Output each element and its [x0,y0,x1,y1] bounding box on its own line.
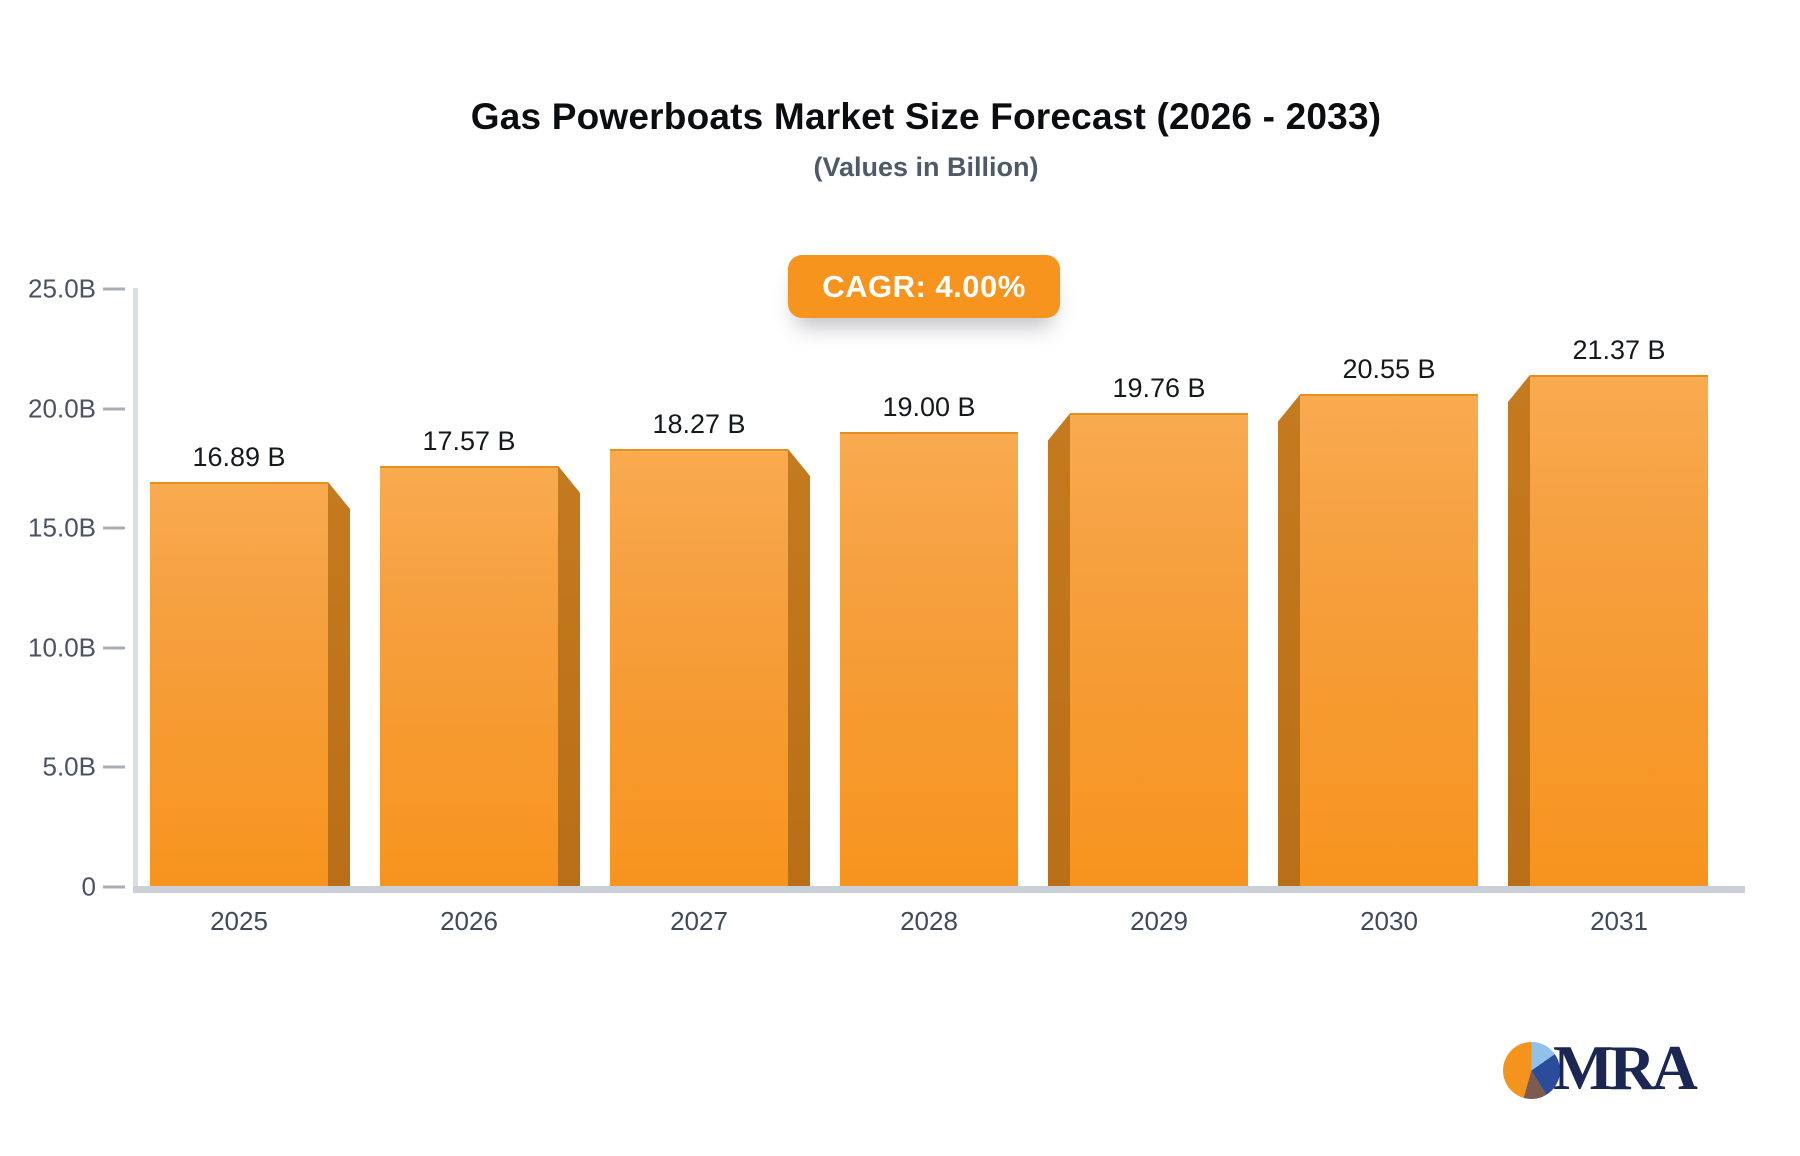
chart-header: Gas Powerboats Market Size Forecast (202… [26,0,1800,182]
bar-2025 [150,481,328,886]
x-axis-label-2026: 2026 [440,906,498,936]
bar-value-label: 20.55 B [1342,354,1436,385]
y-axis-tick-label: 0 [81,871,96,902]
bar-side-face [1278,394,1300,886]
y-axis-tick-mark [103,646,125,650]
bar-value-label: 17.57 B [422,425,516,456]
y-axis-tick-mark [103,885,125,889]
chart-title: Gas Powerboats Market Size Forecast (202… [470,96,1382,137]
bar-2026 [380,465,558,886]
y-axis-line [133,288,138,888]
x-axis-baseline [133,886,1745,893]
y-axis-tick-mark [103,765,125,769]
bar-2029 [1070,413,1248,886]
x-axis-label-2031: 2031 [1590,906,1648,936]
bar-side-face [788,448,810,886]
y-axis-tick-label: 25.0B [28,273,96,304]
y-axis-tick-label: 20.0B [28,393,96,424]
bar-value-label: 19.76 B [1112,373,1206,404]
chart-subtitle: (Values in Billion) [813,152,1039,182]
bar-value-label: 18.27 B [652,408,746,439]
y-axis-tick-label: 5.0B [42,751,97,782]
bar-side-face [1508,374,1530,886]
bar-value-label: 16.89 B [192,441,286,472]
x-axis-label-2030: 2030 [1360,906,1418,936]
x-axis-label-2029: 2029 [1130,906,1188,936]
bar-value-label: 19.00 B [882,391,976,422]
mra-logo: MRA [1503,1028,1698,1108]
mra-logo-text: MRA [1553,1032,1698,1103]
bar-side-face [328,481,350,886]
x-axis-label-2028: 2028 [900,906,958,936]
bar-side-face [1048,413,1070,886]
bar-2027 [610,448,788,886]
mra-pie-chart-icon [1503,1041,1560,1099]
bar-2030 [1300,394,1478,886]
y-axis-tick-mark [103,287,125,291]
y-axis-tick-mark [103,407,125,411]
cagr-badge: CAGR: 4.00% [788,255,1060,318]
y-axis-tick-label: 10.0B [28,632,96,663]
bar-side-face [558,465,580,886]
x-axis-label-2027: 2027 [670,906,728,936]
x-axis-label-2025: 2025 [210,906,268,936]
bar-value-label: 21.37 B [1572,334,1666,365]
y-axis-tick-mark [103,526,125,530]
bar-2031 [1530,374,1708,886]
y-axis-tick-label: 15.0B [28,512,96,543]
bar-2028 [840,431,1018,886]
